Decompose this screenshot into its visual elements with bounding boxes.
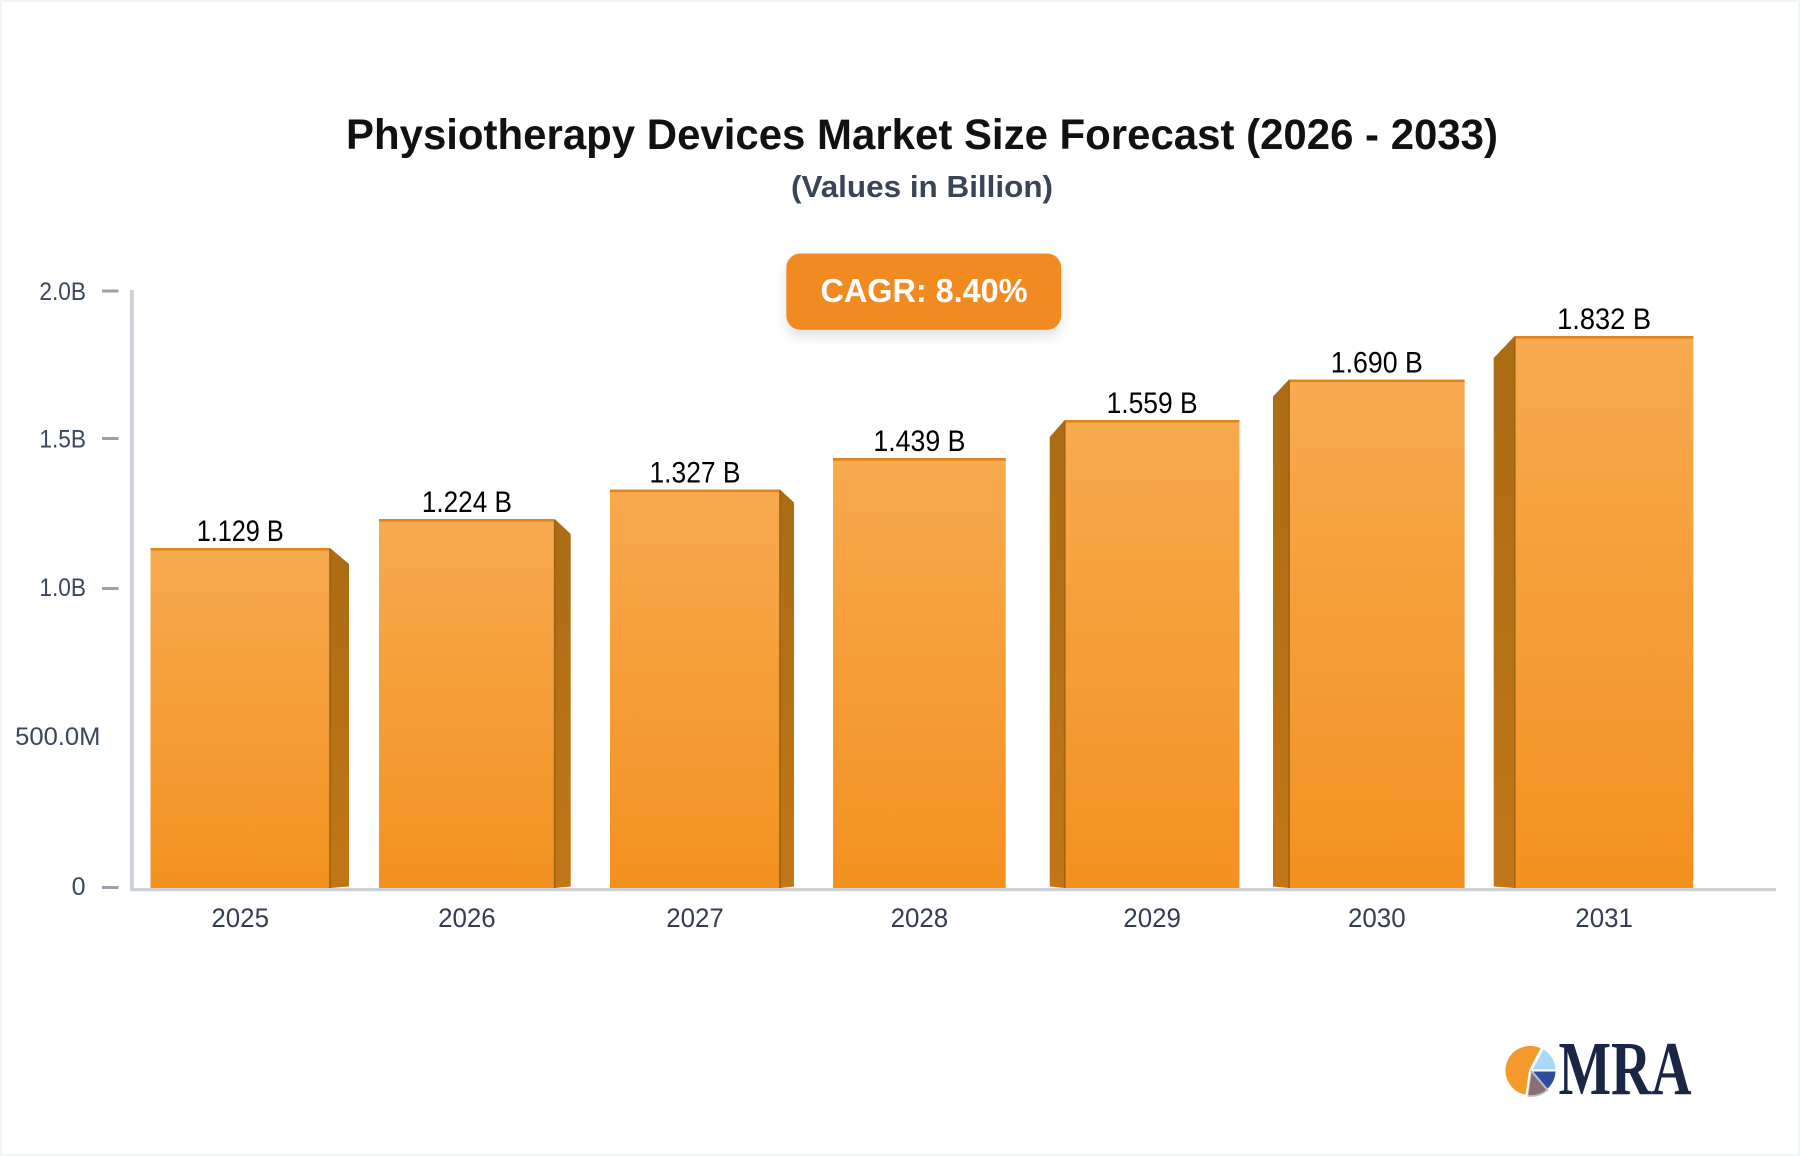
svg-text:1.439 B: 1.439 B [873,425,965,458]
svg-text:2025: 2025 [211,903,269,933]
svg-text:2027: 2027 [666,903,724,933]
svg-text:MRA: MRA [1559,1027,1692,1111]
svg-text:1.129 B: 1.129 B [197,515,284,548]
svg-text:2.0B: 2.0B [39,278,86,306]
svg-text:Physiotherapy Devices Market S: Physiotherapy Devices Market Size Foreca… [346,111,1498,159]
svg-text:2029: 2029 [1123,903,1181,933]
svg-text:1.559 B: 1.559 B [1107,387,1198,420]
svg-text:0: 0 [72,873,86,901]
svg-text:2026: 2026 [438,903,496,933]
svg-text:(Values in Billion): (Values in Billion) [791,169,1053,204]
svg-text:1.0B: 1.0B [39,574,86,602]
svg-text:1.327 B: 1.327 B [650,457,741,490]
svg-text:500.0M: 500.0M [15,723,100,751]
svg-text:1.690 B: 1.690 B [1331,347,1423,380]
svg-text:2028: 2028 [891,903,949,933]
svg-text:1.832 B: 1.832 B [1557,303,1651,336]
svg-text:2030: 2030 [1348,903,1406,933]
svg-text:1.224 B: 1.224 B [422,486,512,519]
svg-text:2031: 2031 [1575,903,1633,933]
svg-text:1.5B: 1.5B [39,426,86,454]
svg-text:CAGR: 8.40%: CAGR: 8.40% [821,272,1028,309]
